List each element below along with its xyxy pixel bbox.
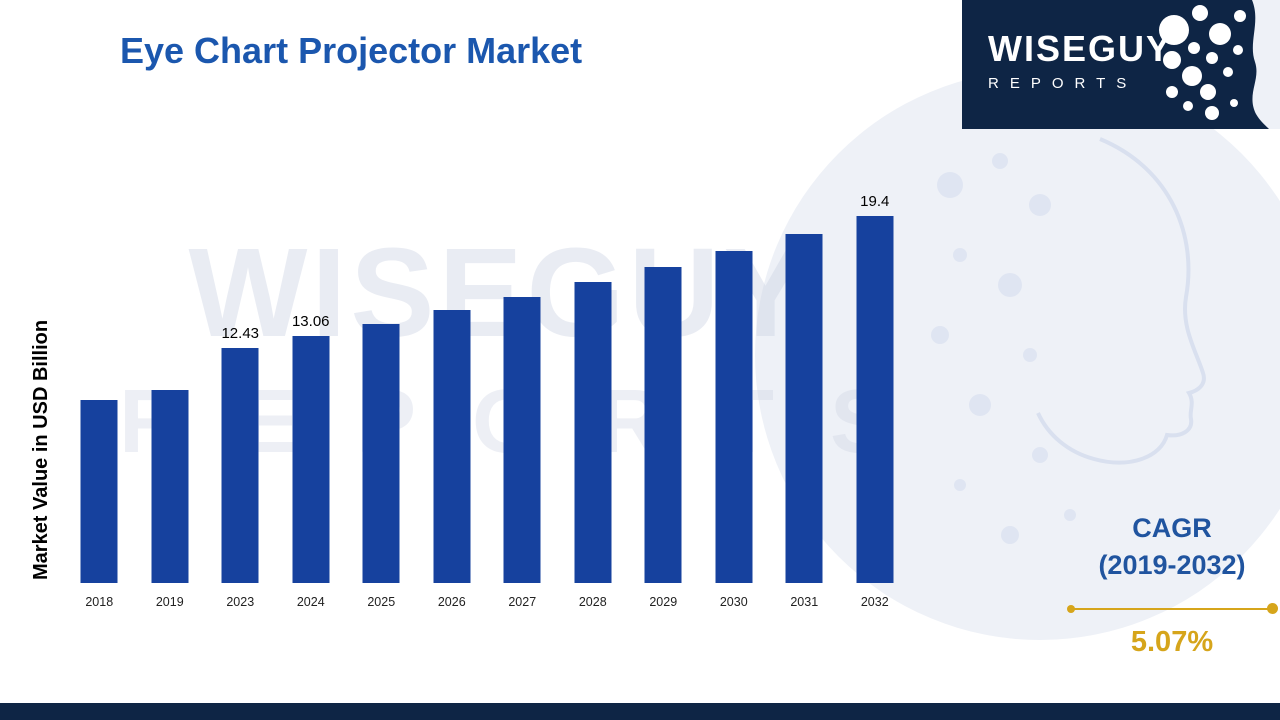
- bar-group-2026: 2026: [417, 205, 488, 609]
- bar-group-2025: 2025: [346, 205, 417, 609]
- watermark-face-icon: [931, 137, 1206, 544]
- bar-2019: [151, 390, 189, 583]
- bar-group-2031: 2031: [769, 205, 840, 609]
- bar-2031: [785, 233, 823, 583]
- logo-wordmark: WISEGUY: [988, 28, 1173, 69]
- bar-value-label-2032: 19.4: [860, 193, 890, 211]
- bar-group-2028: 2028: [558, 205, 629, 609]
- bar-2026: [433, 310, 471, 583]
- bar-2032: [856, 216, 894, 583]
- y-axis-label: Market Value in USD Billion: [30, 319, 52, 580]
- cagr-label: CAGR: [1132, 513, 1212, 543]
- x-tick-label-2026: 2026: [437, 595, 466, 609]
- logo-face-icon: [1159, 0, 1280, 129]
- watermark-circle: [755, 70, 1280, 640]
- logo-block: WISEGUY REPORTS: [962, 0, 1280, 129]
- bar-2028: [574, 282, 612, 583]
- x-tick-label-2023: 2023: [226, 595, 255, 609]
- page-title: Eye Chart Projector Market: [120, 30, 583, 71]
- x-tick-label-2019: 2019: [155, 595, 184, 609]
- bar-group-2024: 13.06 2024: [276, 205, 347, 609]
- logo-subtitle: REPORTS: [988, 75, 1138, 92]
- cagr-range: (2019-2032): [1098, 550, 1246, 580]
- x-tick-label-2031: 2031: [790, 595, 819, 609]
- logo-text: WISEGUY REPORTS: [988, 28, 1172, 92]
- x-tick-label-2025: 2025: [367, 595, 396, 609]
- bar-group-2032: 19.4 2032: [840, 193, 911, 609]
- x-tick-label-2018: 2018: [85, 595, 114, 609]
- cagr-divider-line: [1067, 603, 1278, 614]
- bar-2029: [644, 266, 682, 583]
- bar-2025: [362, 323, 400, 583]
- bar-group-2023: 12.43 2023: [205, 205, 276, 609]
- bar-group-2027: 2027: [487, 205, 558, 609]
- x-tick-label-2027: 2027: [508, 595, 537, 609]
- x-tick-label-2030: 2030: [719, 595, 748, 609]
- bar-2027: [503, 296, 541, 583]
- cagr-block: CAGR (2019-2032) 5.07%: [1067, 510, 1278, 659]
- bar-2024: [292, 336, 330, 583]
- x-tick-label-2024: 2024: [296, 595, 325, 609]
- x-tick-label-2032: 2032: [860, 595, 889, 609]
- bar-group-2018: 2018: [64, 205, 135, 609]
- bar-group-2029: 2029: [628, 205, 699, 609]
- x-tick-label-2029: 2029: [649, 595, 678, 609]
- bar-group-2030: 2030: [699, 205, 770, 609]
- bar-value-label-2023: 12.43: [221, 325, 260, 343]
- bar-value-label-2024: 13.06: [291, 313, 330, 331]
- x-tick-label-2028: 2028: [578, 595, 607, 609]
- bar-group-2019: 2019: [135, 205, 206, 609]
- bar-2030: [715, 250, 753, 583]
- bar-2018: [80, 399, 118, 583]
- footer-bar: [0, 703, 1280, 720]
- bar-2023: [221, 348, 259, 583]
- bar-chart: 2018 2019 12.43 2023 13.06 2024 2025 2026 2027 20…: [64, 193, 911, 609]
- cagr-value: 5.07%: [1130, 626, 1214, 658]
